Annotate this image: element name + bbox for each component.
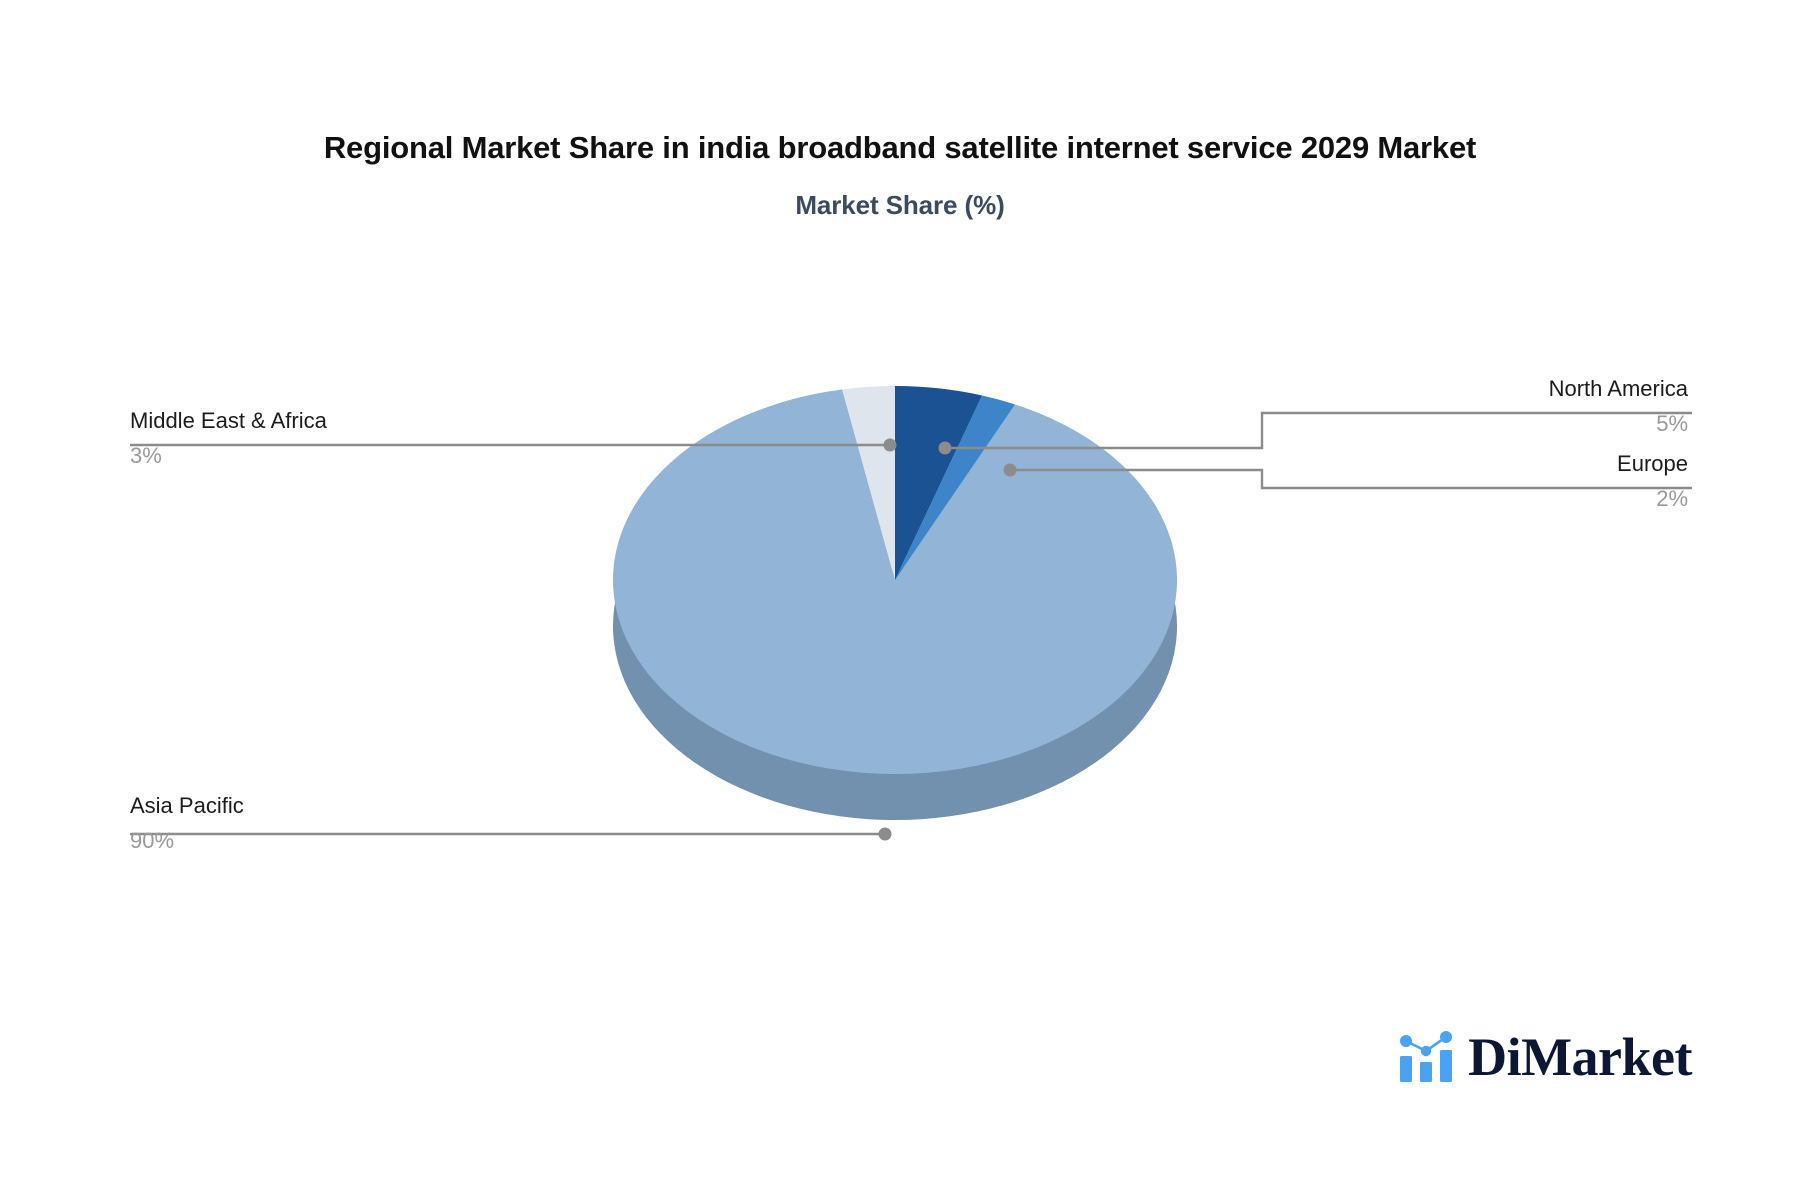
pie-chart-svg: [613, 386, 1178, 820]
logo-wordmark: DiMarket: [1468, 1027, 1692, 1087]
chart-subtitle: Market Share (%): [795, 190, 1005, 220]
callout-label-north-america: North America: [1548, 376, 1688, 401]
callout-label-europe: Europe: [1617, 451, 1688, 476]
callout-label-asia-pacific: Asia Pacific: [130, 793, 244, 818]
page-title: Regional Market Share in india broadband…: [323, 130, 1477, 165]
pie-slice-middle-east-africa[interactable]: [842, 386, 895, 580]
callout-asia-pacific[interactable]: Asia Pacific 90%: [130, 792, 244, 854]
callout-north-america[interactable]: North America 5%: [1549, 375, 1688, 437]
pie-chart: [565, 368, 1225, 928]
callout-value-north-america: 5%: [1656, 410, 1688, 436]
callout-value-asia-pacific: 90%: [130, 827, 175, 853]
dimarket-logo: DiMarket: [1396, 1030, 1692, 1084]
bar-chart-trend-icon: [1400, 1031, 1453, 1082]
callout-label-middle-east-africa: Middle East & Africa: [130, 408, 327, 433]
callout-value-europe: 2%: [1656, 485, 1688, 511]
callout-value-middle-east-africa: 3%: [130, 442, 162, 468]
callout-middle-east-africa[interactable]: Middle East & Africa 3%: [130, 407, 327, 469]
callout-europe[interactable]: Europe 2%: [1617, 450, 1688, 512]
